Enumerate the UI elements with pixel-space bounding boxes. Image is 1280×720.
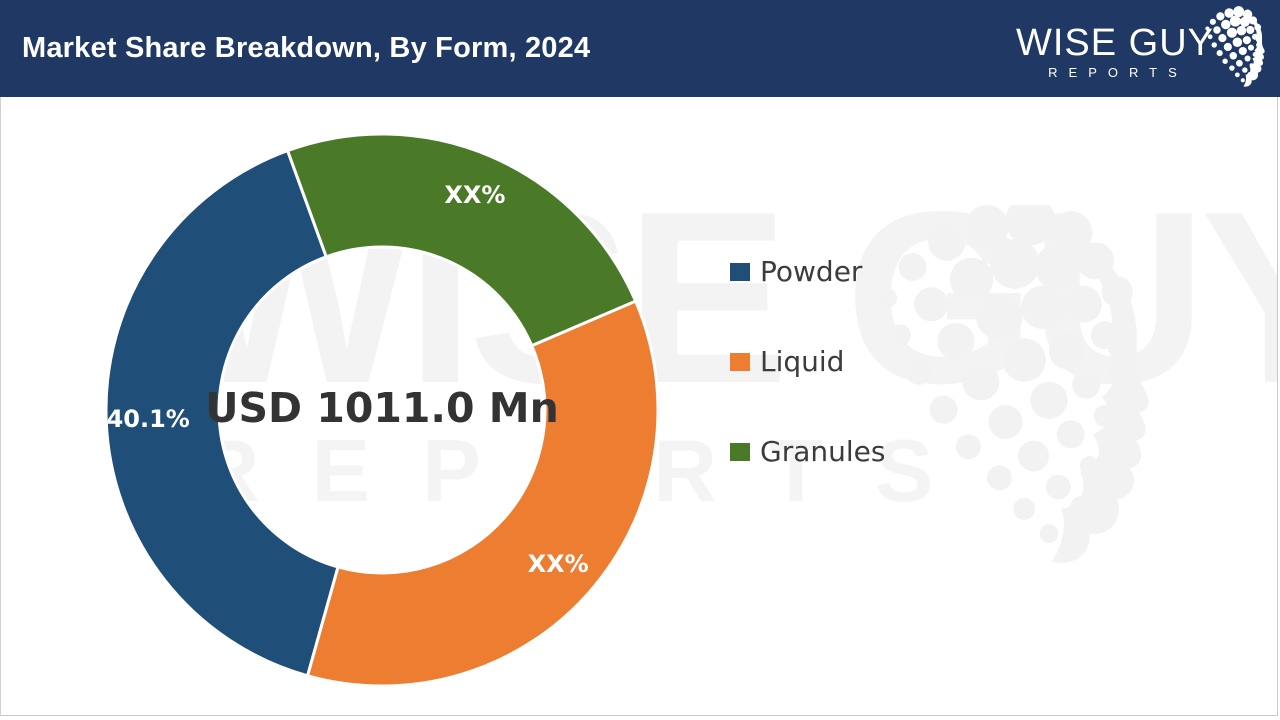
donut-slice-powder <box>104 149 340 678</box>
chart-center-value: USD 1011.0 Mn <box>205 384 559 432</box>
watermark-head-icon <box>878 205 1149 563</box>
logo-subtitle: REPORTS <box>1048 65 1188 80</box>
slice-label-granules: XX% <box>444 181 505 209</box>
donut-chart: 40.1% XX% XX% <box>104 132 660 688</box>
legend-swatch-powder <box>730 263 750 281</box>
donut-slice-granules <box>286 132 638 348</box>
wiseguy-head-icon <box>1205 6 1265 87</box>
logo-text: WISE GUY REPORTS <box>1016 24 1214 80</box>
legend-label-powder: Powder <box>760 255 863 288</box>
chart-legend: Powder Liquid Granules <box>730 257 885 527</box>
legend-label-granules: Granules <box>760 435 886 468</box>
legend-item-liquid: Liquid <box>730 347 885 377</box>
slice-label-liquid: XX% <box>528 550 589 578</box>
header-bar: Market Share Breakdown, By Form, 2024 WI… <box>0 0 1280 97</box>
page-title: Market Share Breakdown, By Form, 2024 <box>22 32 591 64</box>
legend-item-granules: Granules <box>730 437 885 467</box>
donut-slice-liquid <box>306 299 660 688</box>
wiseguy-logo: WISE GUY REPORTS <box>1006 0 1266 97</box>
legend-swatch-granules <box>730 443 750 461</box>
legend-swatch-liquid <box>730 353 750 371</box>
chart-area: WISE GUY REPORTS 40.1%XX%XX% USD 1011.0 … <box>0 97 1278 716</box>
slice-label-powder: 40.1% <box>107 405 190 433</box>
legend-label-liquid: Liquid <box>760 345 845 378</box>
logo-wordmark: WISE GUY <box>1015 22 1214 64</box>
legend-item-powder: Powder <box>730 257 885 287</box>
